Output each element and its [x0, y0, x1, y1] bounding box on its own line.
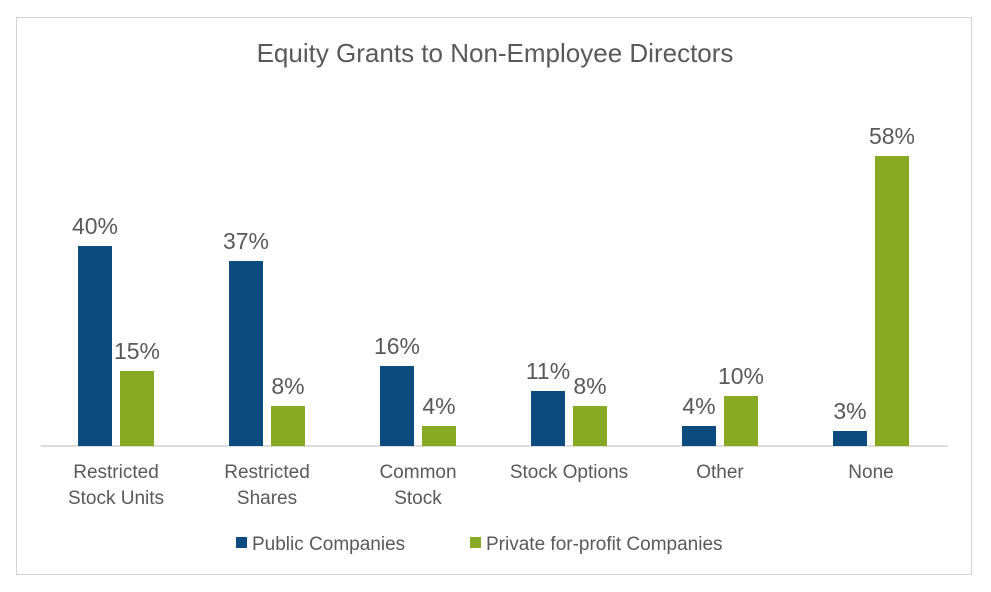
bar-private-1	[271, 406, 305, 446]
bar-public-0	[78, 246, 112, 446]
category-label-1-line-0: Restricted	[224, 462, 310, 483]
value-label-private-2: 4%	[422, 393, 455, 419]
bar-private-3	[573, 406, 607, 446]
category-label-0-line-0: Restricted	[73, 462, 159, 483]
category-label-4-line-0: Other	[696, 462, 744, 483]
category-label-1-line-1: Shares	[237, 488, 297, 509]
bar-private-2	[422, 426, 456, 446]
bar-public-4	[682, 426, 716, 446]
value-label-public-5: 3%	[833, 398, 866, 424]
category-label-2-line-0: Common	[379, 462, 456, 483]
value-label-private-1: 8%	[271, 373, 304, 399]
value-label-private-3: 8%	[573, 373, 606, 399]
value-label-public-4: 4%	[682, 393, 715, 419]
chart-title: Equity Grants to Non-Employee Directors	[257, 38, 734, 68]
value-label-public-0: 40%	[72, 213, 118, 239]
value-label-public-2: 16%	[374, 333, 420, 359]
legend-swatch-public	[236, 537, 247, 548]
bar-public-2	[380, 366, 414, 446]
bar-private-0	[120, 371, 154, 446]
legend-label-public: Public Companies	[252, 534, 405, 555]
value-label-public-1: 37%	[223, 228, 269, 254]
bars-group	[78, 156, 909, 446]
legend-label-private: Private for-profit Companies	[486, 534, 723, 555]
bar-private-4	[724, 396, 758, 446]
bar-public-1	[229, 261, 263, 446]
bar-private-5	[875, 156, 909, 446]
legend: Public Companies Private for-profit Compa…	[236, 534, 723, 555]
value-labels-group: 40%15%37%8%16%4%11%8%4%10%3%58%	[72, 123, 915, 424]
value-label-public-3: 11%	[526, 358, 570, 384]
value-label-private-5: 58%	[869, 123, 915, 149]
value-label-private-0: 15%	[114, 338, 160, 364]
bar-public-3	[531, 391, 565, 446]
legend-swatch-private	[470, 537, 481, 548]
chart-frame	[16, 17, 972, 575]
category-labels-group: Restricted Stock Units Restricted Shares Com…	[68, 462, 894, 509]
category-label-5-line-0: None	[848, 462, 893, 483]
bar-public-5	[833, 431, 867, 446]
category-label-0-line-1: Stock Units	[68, 488, 164, 509]
category-label-2-line-1: Stock	[394, 488, 442, 509]
value-label-private-4: 10%	[718, 363, 764, 389]
category-label-3-line-0: Stock Options	[510, 462, 628, 483]
